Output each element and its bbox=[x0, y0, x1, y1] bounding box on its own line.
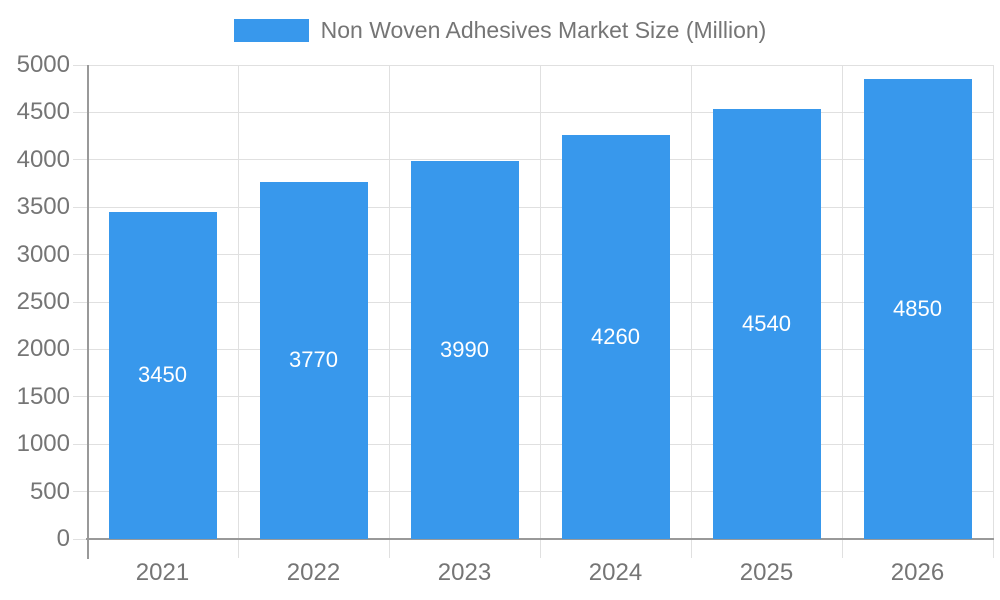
x-tick-label: 2023 bbox=[437, 559, 492, 586]
y-tick-label: 500 bbox=[29, 477, 70, 505]
gridline-horizontal bbox=[73, 159, 993, 161]
gridline-vertical bbox=[841, 65, 843, 558]
gridline-horizontal bbox=[73, 348, 993, 350]
y-tick-label: 4000 bbox=[16, 145, 70, 173]
gridline-horizontal bbox=[73, 491, 993, 493]
bar-value-label: 4850 bbox=[893, 296, 942, 322]
y-tick-label: 0 bbox=[56, 525, 70, 552]
gridline-horizontal bbox=[73, 443, 993, 445]
bar-2025 bbox=[712, 108, 821, 539]
gridline-vertical bbox=[237, 65, 239, 558]
bar-value-label: 3770 bbox=[289, 347, 338, 373]
gridline-horizontal bbox=[73, 64, 993, 66]
x-tick-label: 2026 bbox=[890, 559, 945, 586]
y-tick-label: 2500 bbox=[16, 288, 70, 315]
x-tick-label: 2021 bbox=[135, 559, 190, 586]
bar-value-label: 3990 bbox=[440, 336, 489, 362]
y-axis-tick bbox=[73, 538, 87, 540]
bar-2022 bbox=[259, 181, 368, 539]
y-tick-label: 3500 bbox=[16, 193, 70, 221]
chart-legend[interactable]: Non Woven Adhesives Market Size (Million… bbox=[0, 17, 1000, 44]
gridline-vertical bbox=[992, 65, 994, 558]
gridline-vertical bbox=[690, 65, 692, 558]
x-tick-label: 2024 bbox=[588, 559, 643, 586]
legend-swatch bbox=[233, 19, 309, 42]
x-tick-label: 2025 bbox=[739, 559, 794, 586]
y-tick-label: 3000 bbox=[16, 240, 70, 268]
y-tick-label: 2000 bbox=[16, 335, 70, 363]
x-tick-label: 2022 bbox=[286, 559, 341, 586]
y-tick-label: 4500 bbox=[16, 98, 70, 126]
bar-2023 bbox=[410, 160, 519, 539]
y-axis-line bbox=[87, 65, 89, 559]
bar-2026 bbox=[863, 79, 972, 539]
gridline-horizontal bbox=[73, 111, 993, 113]
y-tick-label: 1500 bbox=[16, 382, 70, 410]
bar-2024 bbox=[561, 135, 670, 539]
gridline-horizontal bbox=[73, 396, 993, 398]
bar-value-label: 4260 bbox=[591, 324, 640, 350]
x-axis-line bbox=[86, 538, 994, 540]
bar-value-label: 3450 bbox=[138, 362, 187, 388]
plot-area: 0 500 1000 1500 2000 2500 3000 3500 4000 4500 5000… bbox=[17, 51, 994, 586]
gridline-vertical bbox=[388, 65, 390, 558]
gridline-horizontal bbox=[73, 301, 993, 303]
gridline-horizontal bbox=[73, 254, 993, 256]
bar-value-label: 4540 bbox=[742, 310, 791, 336]
bar-2021 bbox=[108, 211, 217, 539]
gridline-horizontal bbox=[73, 206, 993, 208]
y-tick-label: 5000 bbox=[16, 51, 70, 78]
y-tick-label: 1000 bbox=[16, 430, 70, 458]
gridline-vertical bbox=[539, 65, 541, 558]
legend-label: Non Woven Adhesives Market Size (Million… bbox=[320, 17, 767, 43]
